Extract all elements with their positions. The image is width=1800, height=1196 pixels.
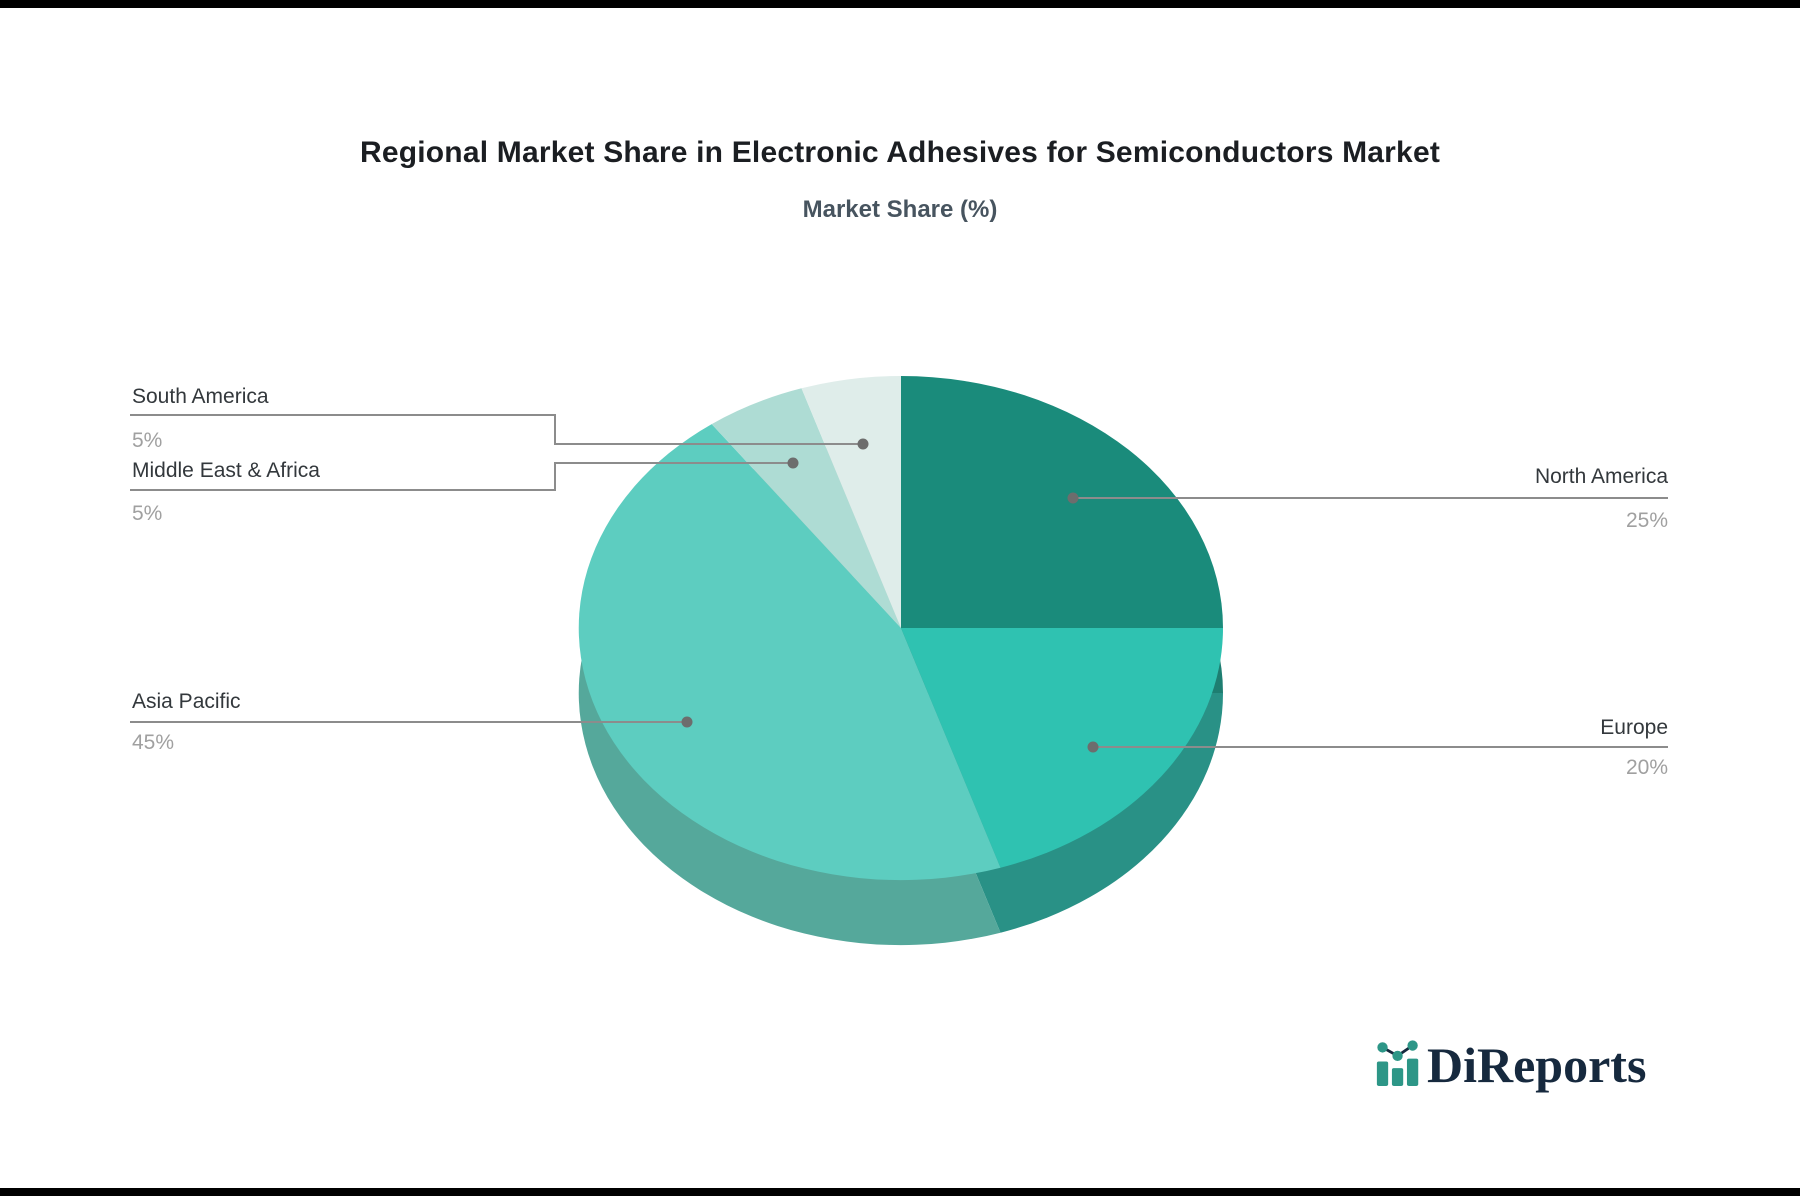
pie-slice-north-america[interactable] (901, 376, 1223, 628)
chart-title: Regional Market Share in Electronic Adhe… (359, 136, 1441, 169)
slice-label-asia-pacific: Asia Pacific (132, 690, 241, 713)
slice-label-north-america: North America (1534, 465, 1668, 488)
leader-lines (130, 414, 1668, 753)
pie-slice-asia-pacific[interactable] (578, 424, 1001, 881)
leader-dot-south-america (857, 438, 869, 450)
slice-label-middle-east-africa: Middle East & Africa (132, 459, 320, 482)
slice-percent-north-america: 25% (1625, 509, 1668, 532)
pie-slices[interactable] (578, 375, 1223, 881)
top-edge-bar (0, 0, 1800, 8)
slice-label-south-america: South America (132, 385, 269, 408)
slice-percent-europe: 20% (1625, 756, 1668, 779)
bars-and-line-chart-icon (1376, 1040, 1419, 1086)
bottom-edge-bar (0, 1188, 1800, 1196)
slice-percent-middle-east-africa: 5% (132, 502, 163, 525)
slice-percent-asia-pacific: 45% (132, 731, 175, 754)
pie-slice-europe[interactable] (901, 628, 1223, 868)
leader-dot-asia-pacific (681, 716, 693, 728)
pie-slice-middle-east-africa[interactable] (711, 388, 901, 628)
leader-dot-europe (1087, 741, 1099, 753)
leader-line-south-america (130, 414, 863, 445)
slice-label-europe: Europe (1600, 716, 1668, 739)
pie-slice-south-america[interactable] (801, 375, 902, 628)
leader-dot-middle-east-africa (787, 457, 799, 469)
direports-logo: DiReports (1375, 1033, 1646, 1090)
leader-dot-north-america (1067, 492, 1079, 504)
leader-line-middle-east-africa (130, 462, 793, 491)
slice-percent-south-america: 5% (132, 429, 163, 452)
chart-subtitle: Market Share (%) (802, 196, 998, 223)
logo-text: DiReports (1427, 1037, 1647, 1093)
